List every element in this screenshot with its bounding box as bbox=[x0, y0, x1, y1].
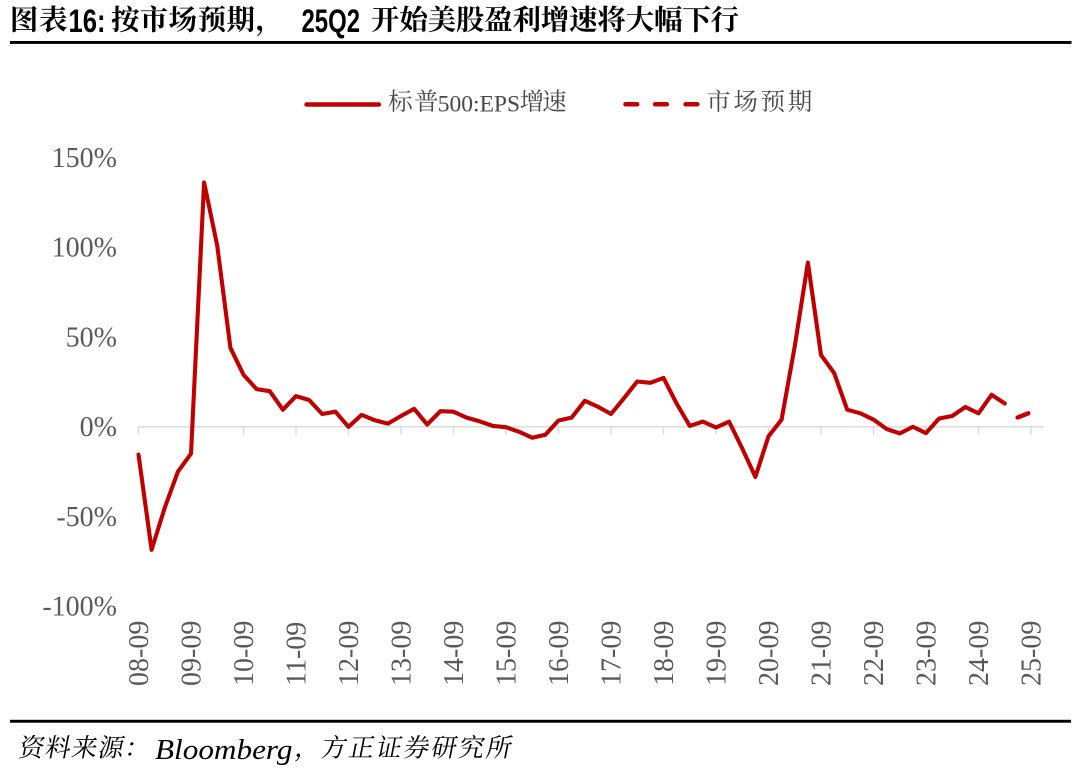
svg-text:09-09: 09-09 bbox=[177, 621, 208, 686]
svg-text:100%: 100% bbox=[52, 233, 117, 264]
svg-text:50%: 50% bbox=[66, 322, 117, 353]
svg-text:23-09: 23-09 bbox=[912, 621, 943, 686]
svg-text:15-09: 15-09 bbox=[492, 621, 523, 686]
svg-text:21-09: 21-09 bbox=[807, 621, 838, 686]
svg-text:20-09: 20-09 bbox=[754, 621, 785, 686]
svg-text:19-09: 19-09 bbox=[702, 621, 733, 686]
svg-text:08-09: 08-09 bbox=[124, 621, 155, 686]
svg-text:24-09: 24-09 bbox=[964, 621, 995, 686]
svg-text:10-09: 10-09 bbox=[229, 621, 260, 686]
svg-text:Bloomberg: Bloomberg bbox=[155, 735, 293, 766]
svg-text:12-09: 12-09 bbox=[334, 621, 365, 686]
svg-text:0%: 0% bbox=[80, 412, 117, 443]
svg-text:500:EPS: 500:EPS bbox=[438, 91, 520, 117]
svg-text:14-09: 14-09 bbox=[439, 621, 470, 686]
svg-text:-50%: -50% bbox=[56, 502, 117, 533]
svg-text:17-09: 17-09 bbox=[597, 621, 628, 686]
svg-text:25-09: 25-09 bbox=[1017, 621, 1048, 686]
svg-text:-100%: -100% bbox=[42, 592, 117, 623]
svg-text:16-09: 16-09 bbox=[544, 621, 575, 686]
svg-text:11-09: 11-09 bbox=[282, 622, 313, 686]
svg-text:22-09: 22-09 bbox=[859, 621, 890, 686]
svg-text:18-09: 18-09 bbox=[649, 621, 680, 686]
svg-text:150%: 150% bbox=[52, 143, 117, 174]
svg-text:25Q2: 25Q2 bbox=[302, 3, 361, 39]
svg-text:16:: 16: bbox=[69, 3, 106, 39]
svg-text:13-09: 13-09 bbox=[387, 621, 418, 686]
